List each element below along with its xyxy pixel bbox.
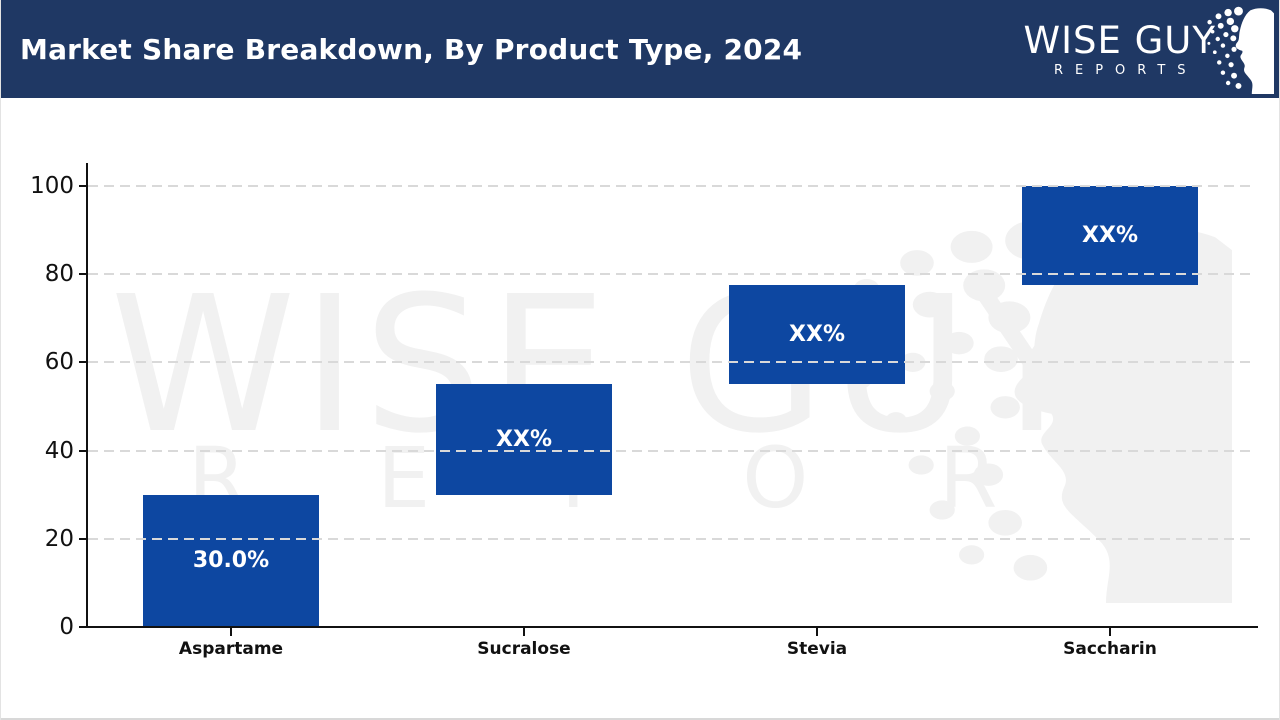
y-tick-mark bbox=[79, 626, 87, 628]
waterfall-bar bbox=[143, 494, 319, 627]
x-tick-mark bbox=[230, 628, 232, 636]
logo-wordmark: WISE GUY bbox=[1023, 19, 1216, 63]
y-gridline bbox=[88, 273, 1253, 276]
x-category-label: Stevia bbox=[786, 639, 848, 659]
logo-face-icon bbox=[1200, 6, 1274, 94]
y-tick-mark bbox=[79, 537, 87, 540]
waterfall-bar bbox=[436, 384, 612, 495]
y-gridline bbox=[88, 537, 1253, 540]
x-tick-mark bbox=[1109, 628, 1111, 636]
x-category-label: Sucralose bbox=[477, 639, 571, 659]
x-category-label: Aspartame bbox=[178, 639, 284, 659]
y-tick-mark bbox=[79, 185, 87, 187]
x-tick-mark bbox=[816, 628, 818, 636]
y-axis-line bbox=[86, 163, 88, 628]
y-tick-label: 20 bbox=[44, 525, 74, 552]
y-tick-label: 0 bbox=[59, 614, 74, 640]
logo-subtext: REPORTS bbox=[1053, 62, 1198, 78]
bar-value-label: XX% bbox=[789, 322, 845, 347]
chart-title: Market Share Breakdown, By Product Type,… bbox=[20, 32, 803, 66]
y-tick-label: 60 bbox=[44, 349, 74, 376]
x-tick-mark bbox=[523, 628, 525, 636]
bar-value-label: XX% bbox=[1082, 223, 1138, 248]
y-tick-mark bbox=[79, 273, 87, 276]
y-tick-label: 80 bbox=[44, 261, 74, 288]
y-tick-label: 100 bbox=[30, 173, 74, 199]
waterfall-bar bbox=[1022, 186, 1198, 286]
y-gridline bbox=[88, 361, 1253, 364]
wise-guy-reports-logo: WISE GUY REPORTS bbox=[1024, 4, 1274, 96]
y-tick-label: 40 bbox=[44, 437, 74, 464]
bar-value-label: XX% bbox=[496, 427, 552, 452]
logo-text: WISE GUY REPORTS bbox=[1023, 19, 1216, 78]
y-gridline bbox=[88, 449, 1253, 452]
waterfall-bar bbox=[729, 285, 905, 385]
y-tick-mark bbox=[79, 361, 87, 364]
x-axis-line bbox=[86, 626, 1258, 628]
y-gridline bbox=[88, 185, 1253, 187]
y-tick-mark bbox=[79, 449, 87, 452]
header-bar: Market Share Breakdown, By Product Type,… bbox=[0, 0, 1280, 98]
x-category-label: Saccharin bbox=[1063, 639, 1157, 659]
bar-value-label: 30.0% bbox=[192, 548, 270, 573]
